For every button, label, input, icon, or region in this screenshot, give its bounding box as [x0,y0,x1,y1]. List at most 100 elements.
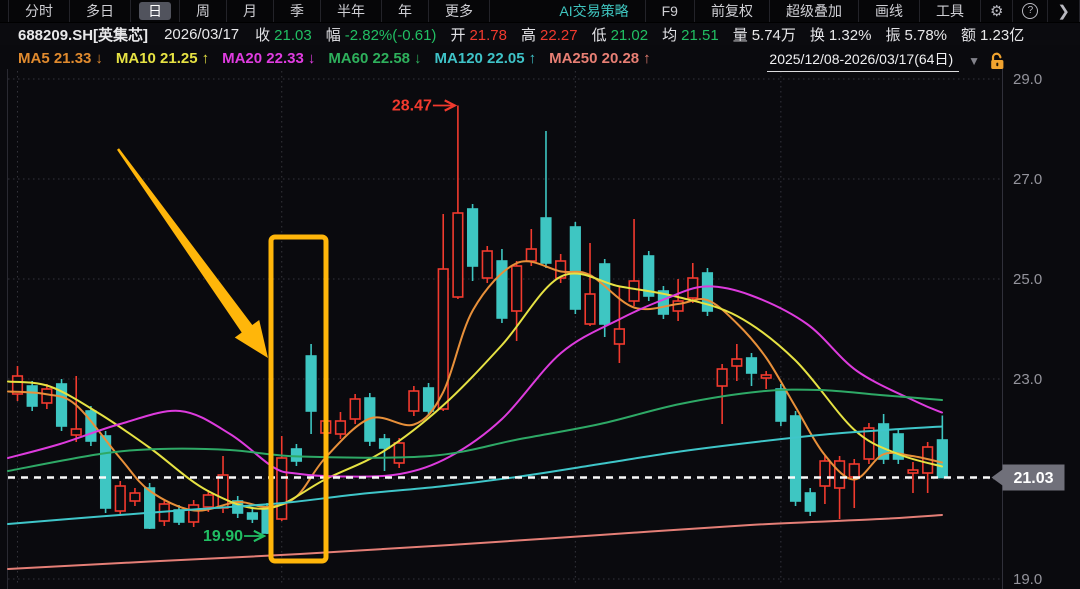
period-tab-label: 分时 [25,3,53,19]
period-tab-label: 季 [290,3,304,19]
quote-field-label: 额 [961,26,977,44]
candle-body [408,390,420,412]
caret-down-icon[interactable]: ▼ [968,53,980,68]
period-tab-label: 周 [196,3,210,19]
candle-body [422,387,435,412]
candle-body [628,280,640,302]
f9-button-label: F9 [661,3,678,19]
quote-field-换: 换 1.32% [810,27,872,44]
quote-field-幅: 幅 -2.82%(-0.61) [326,27,437,44]
stock-symbol: 688209.SH[英集芯] [18,26,149,44]
draw-line-button[interactable]: 画线 [859,0,920,22]
settings-gear-icon[interactable]: ⚙ [981,0,1014,22]
period-tab-更多[interactable]: 更多 [429,0,490,22]
chevron-right-icon[interactable]: ❯ [1048,0,1080,22]
arrow-annotation [117,148,268,358]
candle-body [452,212,464,298]
quote-field-label: 振 [885,26,901,44]
candle-body [584,293,596,325]
y-axis-tick-label: 29.0 [1013,71,1042,88]
candle-body [804,492,816,512]
quote-field-均: 均 21.51 [662,27,719,44]
y-axis-tick-label: 25.0 [1013,271,1042,288]
ai-strategy-button[interactable]: AI交易策略 [543,0,646,22]
quote-field-量: 量 5.74万 [733,27,796,44]
candle-body [731,358,743,367]
candle-body [99,435,112,509]
quote-field-value: 5.74万 [751,26,796,44]
period-tab-label: 年 [398,3,412,19]
quote-field-振: 振 5.78% [885,27,947,44]
candle-body [41,388,53,404]
quote-field-value: 5.78% [904,26,948,44]
help-icon-glyph: ? [1022,3,1039,19]
last-price-badge-notch [991,469,1003,486]
candle-body [936,439,948,479]
candle-body [481,250,493,279]
candle-body [26,385,38,407]
candle-body [349,398,361,420]
candle-body [114,485,126,512]
candle-body [466,208,479,267]
candle-body [70,428,82,436]
high-price-label: 28.47 [392,98,432,115]
forward-adjust-button-label: 前复权 [710,3,753,19]
candle-body [672,300,684,312]
quote-field-额: 额 1.23亿 [961,27,1024,44]
period-tab-分时[interactable]: 分时 [8,0,70,22]
quote-field-value: 21.03 [274,26,312,44]
y-axis-tick-label: 19.0 [1013,571,1042,588]
candle-body [716,368,728,387]
unlock-icon[interactable] [989,52,1006,70]
help-icon[interactable]: ? [1013,0,1049,22]
candle-body [819,460,831,487]
ma-line-ma5 [7,260,943,512]
quote-field-label: 均 [662,26,678,44]
date-range-label: 2025/12/08-2026/03/17(64日) [767,49,960,72]
quote-field-value: 21.78 [469,26,507,44]
candle-body [305,355,317,412]
forward-adjust-button[interactable]: 前复权 [695,0,770,22]
period-tab-季[interactable]: 季 [274,0,321,22]
period-tab-年[interactable]: 年 [382,0,429,22]
candle-body [129,492,141,502]
candle-body [393,442,405,464]
quote-infobar: 688209.SH[英集芯] 2026/03/17 收 21.03 幅 -2.82%(… [0,23,1080,45]
candle-body [745,357,758,374]
date-range-selector[interactable]: 2025/12/08-2026/03/17(64日) ▼ [767,49,1006,72]
quote-field-value: -2.82%(-0.61) [344,26,437,44]
candle-body [378,438,391,449]
quote-field-label: 低 [591,26,607,44]
period-tab-多日[interactable]: 多日 [70,0,131,22]
period-tab-半年[interactable]: 半年 [321,0,382,22]
quote-field-value: 21.02 [610,26,649,44]
period-tab-月[interactable]: 月 [227,0,274,22]
period-tab-label: 月 [243,3,257,19]
chart-canvas[interactable]: 28.47 19.90 29.0 27.0 25.0 23.0 19.0 21.03 [0,45,1080,589]
candlestick-chart[interactable]: 28.47 19.90 29.0 27.0 25.0 23.0 19.0 21.03 MA5 … [0,45,1080,589]
f9-button[interactable]: F9 [646,0,695,22]
ma-line-ma60 [7,388,943,472]
ma-line-ma20 [7,285,943,478]
quote-field-value: 22.27 [540,26,578,44]
super-overlay-button[interactable]: 超级叠加 [770,0,859,22]
candle-body [892,433,904,460]
quote-fields: 收 21.03 幅 -2.82%(-0.61) 开 21.78 高 22.27 低 21.02 均 2… [255,24,1038,45]
candle-body [833,460,846,489]
period-tab-周[interactable]: 周 [180,0,227,22]
quote-date: 2026/03/17 [164,25,240,43]
tools-button-label: 工具 [935,3,964,19]
toolbar-right: AI交易策略 F9 前复权 超级叠加 画线 工具 ⚙? ❯ [543,0,1080,22]
quote-field-高: 高 22.27 [521,27,578,44]
y-axis-tick-label: 27.0 [1013,171,1042,188]
candle-body [55,383,68,427]
candle-body [789,415,802,502]
last-price-badge-value: 21.03 [1013,470,1053,487]
tools-button[interactable]: 工具 [920,0,981,22]
candle-body [11,375,24,395]
period-tab-日[interactable]: 日 [131,0,180,22]
candle-body [907,469,919,474]
candle-body [525,248,537,262]
candle-body [511,265,523,312]
